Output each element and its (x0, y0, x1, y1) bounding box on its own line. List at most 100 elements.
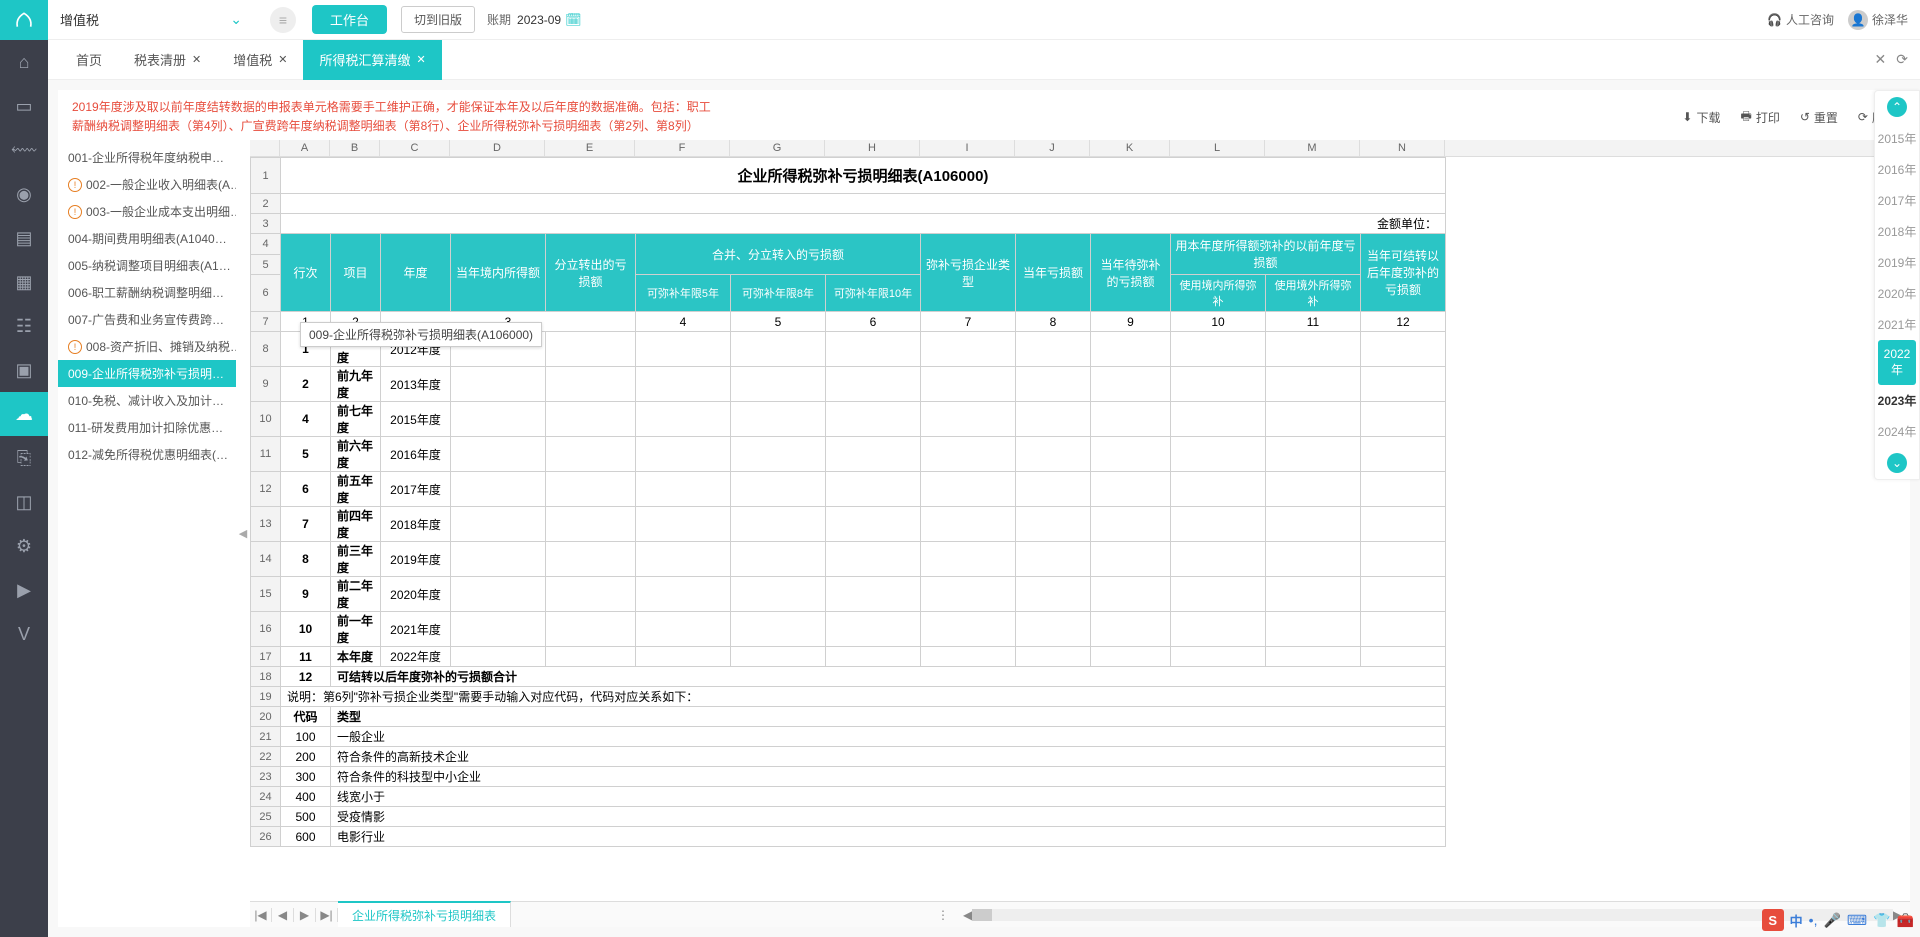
data-cell[interactable] (1266, 542, 1361, 577)
data-cell[interactable] (1091, 472, 1171, 507)
workbench-button[interactable]: 工作台 (312, 5, 387, 34)
tab-home[interactable]: 首页 (60, 40, 118, 80)
row-header[interactable]: 13 (251, 507, 281, 542)
data-cell[interactable] (1361, 612, 1446, 647)
data-cell[interactable] (636, 542, 731, 577)
ime-voice-icon[interactable]: 🎤 (1823, 912, 1840, 929)
user-menu[interactable]: 👤 徐泽华 (1848, 10, 1908, 30)
sheet-nav-first[interactable]: |◀ (250, 908, 272, 922)
data-cell[interactable] (546, 472, 636, 507)
row-header[interactable]: 2 (251, 194, 281, 214)
data-cell[interactable] (451, 507, 546, 542)
ime-toolbox-icon[interactable]: 🧰 (1897, 912, 1914, 929)
data-cell[interactable] (636, 402, 731, 437)
data-cell[interactable] (1171, 542, 1266, 577)
data-cell[interactable] (1266, 437, 1361, 472)
ime-keyboard-icon[interactable]: ⌨ (1847, 912, 1867, 929)
row-header[interactable]: 7 (251, 312, 281, 332)
calendar-icon[interactable]: 🗓 (565, 12, 582, 28)
col-header-E[interactable]: E (545, 140, 635, 156)
row-header[interactable]: 17 (251, 647, 281, 667)
close-icon[interactable]: ✕ (417, 53, 426, 66)
data-cell[interactable] (921, 612, 1016, 647)
data-cell[interactable] (1361, 367, 1446, 402)
nav-report-icon[interactable]: ▦ (0, 260, 48, 304)
col-header-I[interactable]: I (920, 140, 1015, 156)
tab-vat[interactable]: 增值税✕ (217, 40, 303, 80)
data-cell[interactable] (1091, 507, 1171, 542)
form-item-012[interactable]: 012-减免所得税优惠明细表(… (58, 441, 236, 468)
row-header[interactable]: 9 (251, 367, 281, 402)
data-cell[interactable] (1266, 472, 1361, 507)
year-2020年[interactable]: 2020年 (1875, 278, 1919, 309)
row-header[interactable]: 26 (251, 827, 281, 847)
data-cell[interactable] (1361, 577, 1446, 612)
year-2019年[interactable]: 2019年 (1875, 247, 1919, 278)
data-cell[interactable] (1361, 472, 1446, 507)
data-cell[interactable] (1016, 437, 1091, 472)
data-cell[interactable] (921, 647, 1016, 667)
data-cell[interactable] (636, 437, 731, 472)
data-cell[interactable] (731, 437, 826, 472)
data-cell[interactable] (636, 577, 731, 612)
row-header[interactable]: 23 (251, 767, 281, 787)
row-header[interactable]: 14 (251, 542, 281, 577)
year-2017年[interactable]: 2017年 (1875, 185, 1919, 216)
data-cell[interactable] (1016, 507, 1091, 542)
col-header-J[interactable]: J (1015, 140, 1090, 156)
data-cell[interactable] (826, 542, 921, 577)
data-cell[interactable] (1171, 367, 1266, 402)
data-cell[interactable] (1171, 472, 1266, 507)
year-2023年[interactable]: 2023年 (1875, 385, 1919, 416)
data-cell[interactable] (731, 367, 826, 402)
data-cell[interactable] (451, 612, 546, 647)
data-cell[interactable] (826, 647, 921, 667)
col-header-A[interactable]: A (280, 140, 330, 156)
logo[interactable] (0, 0, 48, 40)
data-cell[interactable] (1171, 612, 1266, 647)
data-cell[interactable] (731, 332, 826, 367)
data-cell[interactable] (546, 577, 636, 612)
year-scroll-down[interactable]: ⌄ (1887, 453, 1907, 473)
col-header-G[interactable]: G (730, 140, 825, 156)
data-cell[interactable] (921, 577, 1016, 612)
col-header-H[interactable]: H (825, 140, 920, 156)
data-cell[interactable] (546, 402, 636, 437)
data-cell[interactable] (1091, 437, 1171, 472)
data-cell[interactable] (1091, 647, 1171, 667)
data-cell[interactable] (1016, 332, 1091, 367)
data-cell[interactable] (1016, 472, 1091, 507)
form-item-008[interactable]: 008-资产折旧、摊销及纳税… (58, 333, 236, 360)
close-icon[interactable]: ✕ (278, 53, 287, 66)
data-cell[interactable] (826, 612, 921, 647)
row-header[interactable]: 24 (251, 787, 281, 807)
data-cell[interactable] (1266, 332, 1361, 367)
data-cell[interactable] (1361, 437, 1446, 472)
data-cell[interactable] (826, 577, 921, 612)
data-cell[interactable] (921, 542, 1016, 577)
data-cell[interactable] (1361, 507, 1446, 542)
data-cell[interactable] (1091, 577, 1171, 612)
period-value[interactable]: 2023-09 (517, 13, 561, 27)
data-cell[interactable] (636, 332, 731, 367)
row-header[interactable]: 6 (251, 275, 281, 312)
data-cell[interactable] (826, 332, 921, 367)
col-header-K[interactable]: K (1090, 140, 1170, 156)
ime-sogou-icon[interactable]: S (1762, 909, 1784, 931)
sheet-nav-next[interactable]: ▶ (294, 908, 316, 922)
tab-tax-list[interactable]: 税表清册✕ (118, 40, 217, 80)
switch-old-button[interactable]: 切到旧版 (401, 6, 475, 33)
data-cell[interactable] (546, 542, 636, 577)
data-cell[interactable] (451, 472, 546, 507)
data-cell[interactable] (826, 437, 921, 472)
list-toggle-button[interactable]: ≡ (270, 7, 296, 33)
data-cell[interactable] (546, 507, 636, 542)
data-cell[interactable] (1266, 402, 1361, 437)
col-header-B[interactable]: B (330, 140, 380, 156)
data-cell[interactable] (636, 647, 731, 667)
data-cell[interactable] (636, 612, 731, 647)
nav-tax-icon[interactable]: ☁ (0, 392, 48, 436)
col-header-N[interactable]: N (1360, 140, 1445, 156)
data-cell[interactable] (1266, 367, 1361, 402)
nav-home-icon[interactable]: ⌂ (0, 40, 48, 84)
